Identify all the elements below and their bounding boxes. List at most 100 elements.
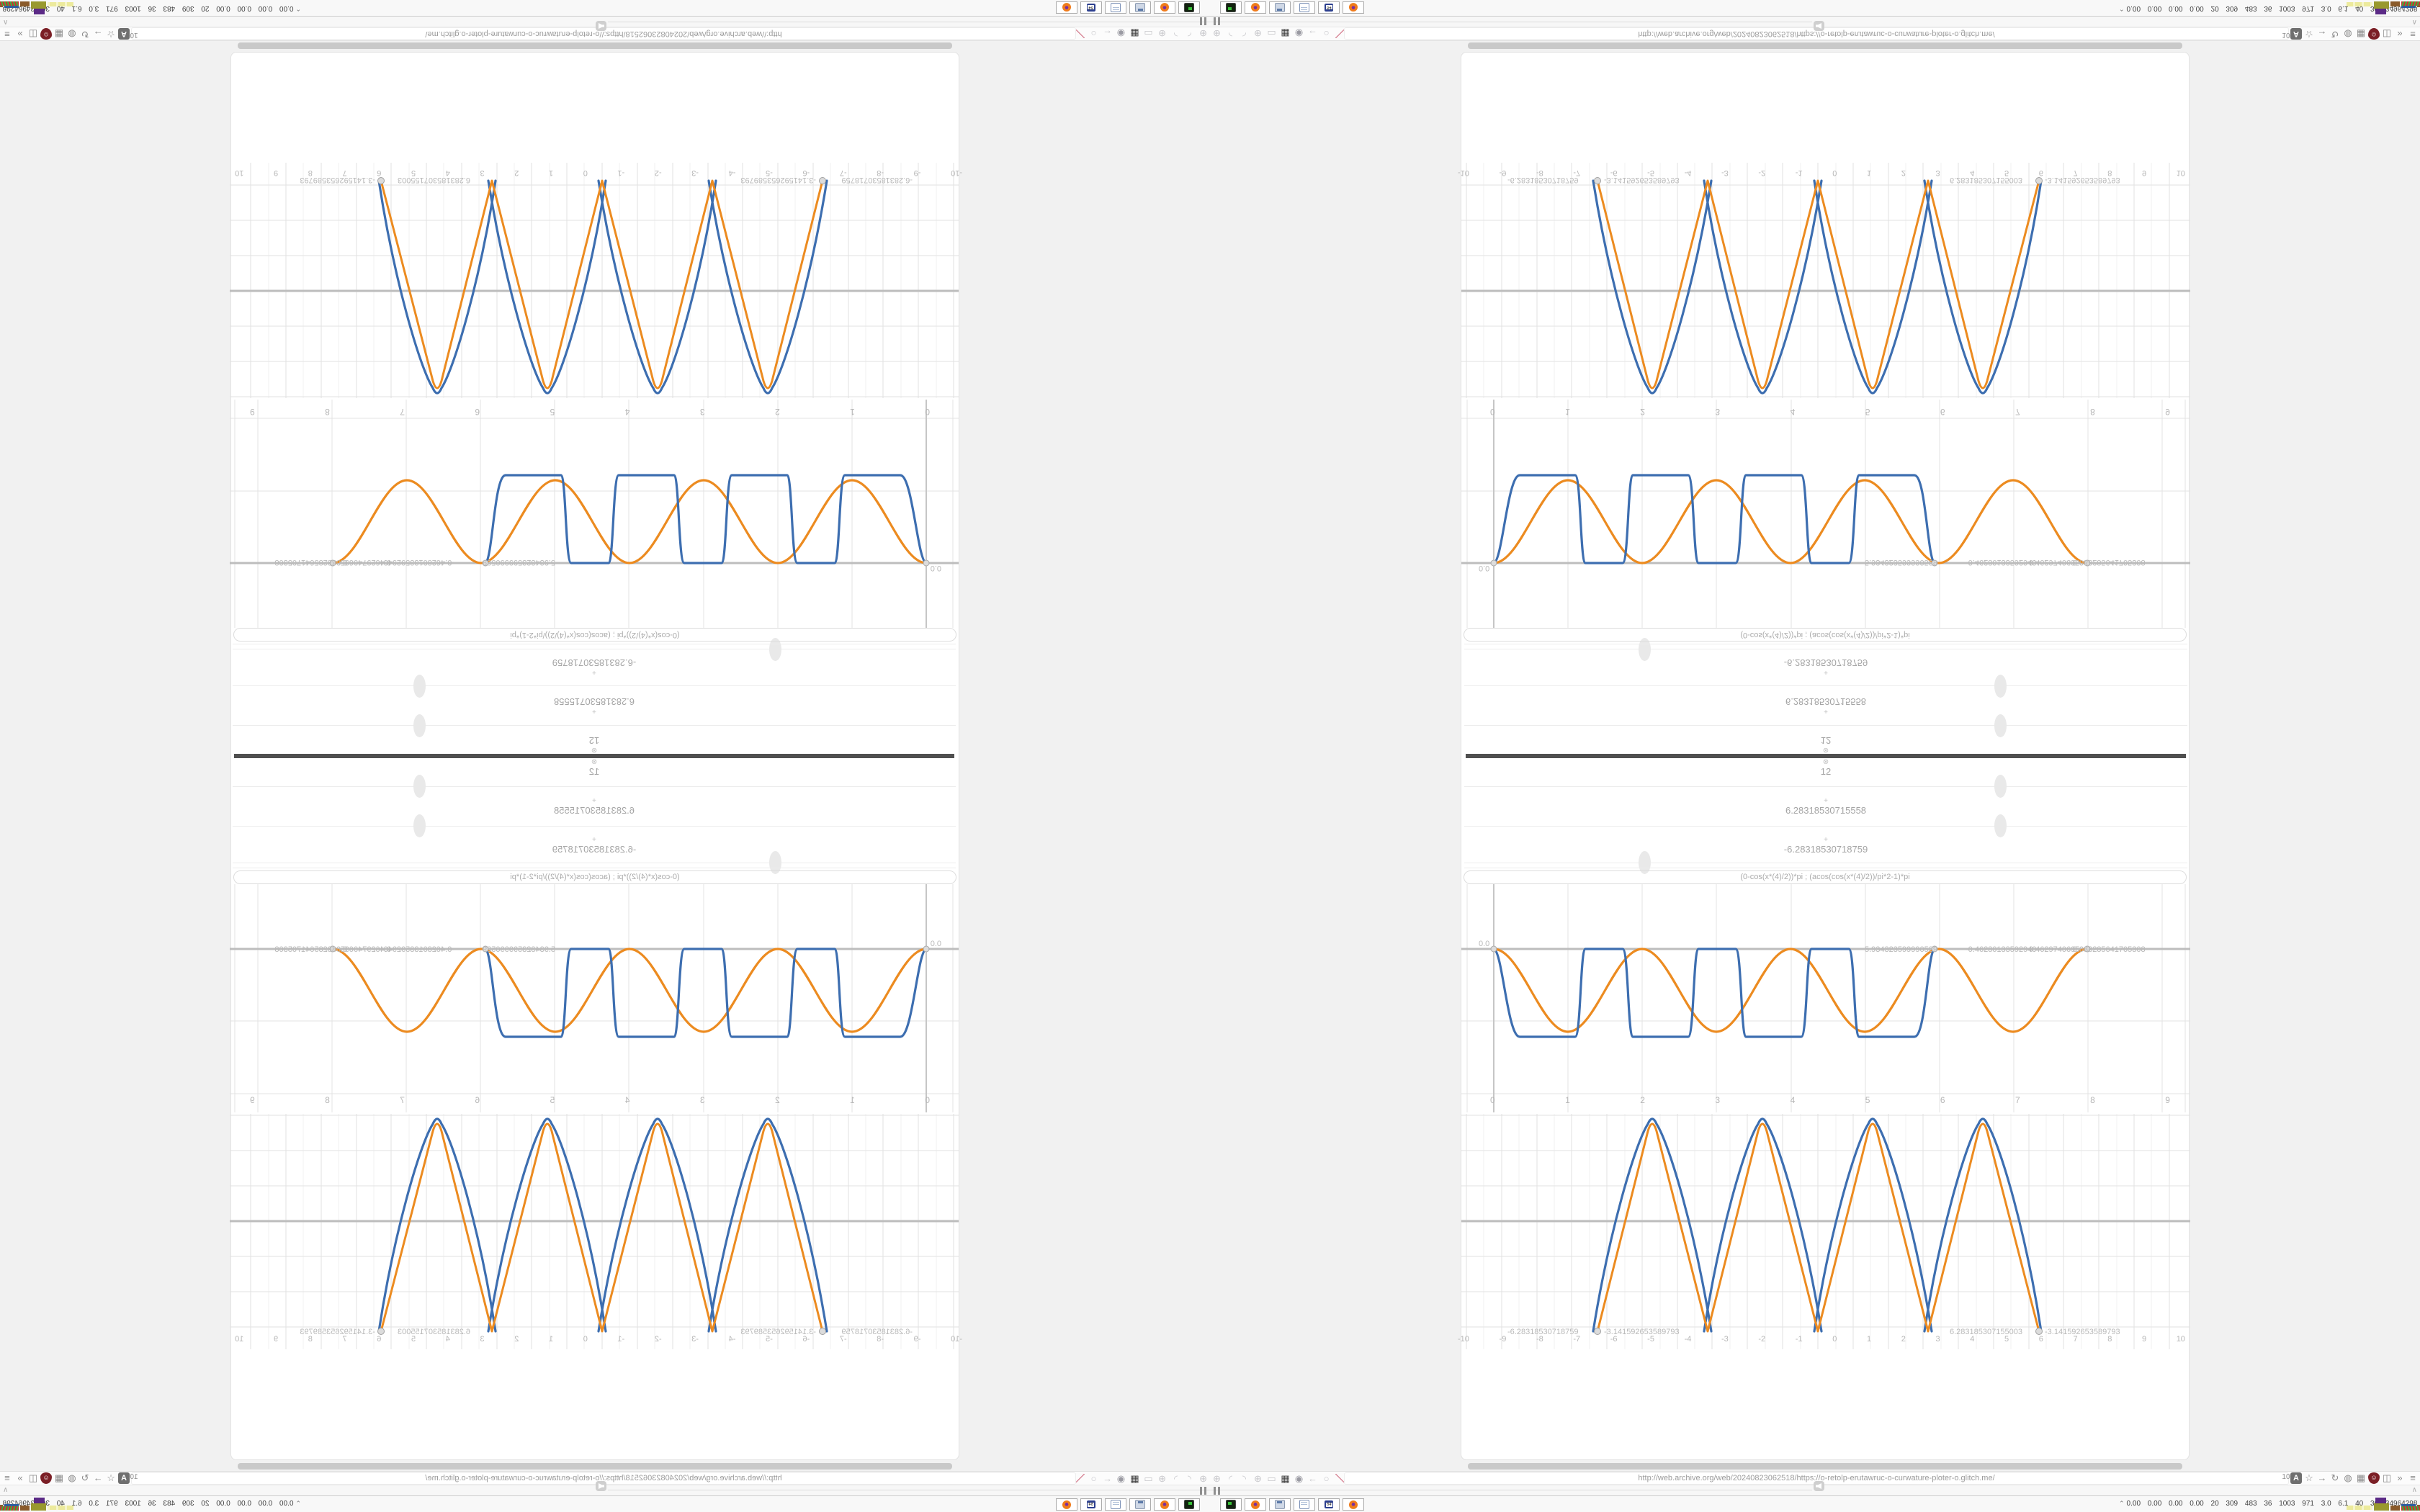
slider-value[interactable]: -6.28318530718759 [1783, 657, 1868, 668]
taskbar-app-firefox[interactable] [1245, 1, 1266, 14]
text-size-icon[interactable]: A [2290, 28, 2302, 40]
taskbar-app-firefox2[interactable] [1343, 1498, 1364, 1511]
slider-value[interactable]: -6.28318530718759 [1783, 844, 1868, 855]
overflow-chevrons-icon[interactable]: » [17, 1472, 23, 1483]
badge-shield-icon[interactable]: ◉ [1294, 1473, 1304, 1484]
taskbar-app-firefox[interactable] [1245, 1498, 1266, 1511]
origin-point[interactable] [923, 945, 930, 953]
globe-icon[interactable]: ⊕ [1158, 1473, 1166, 1484]
history-forward-circle-icon[interactable]: ◝ [1173, 1473, 1178, 1484]
puzzle-extension-icon[interactable]: ◫ [2382, 29, 2392, 40]
forward-arrow-icon[interactable]: → [2317, 29, 2327, 40]
back-arrow-icon[interactable]: ← [1103, 1473, 1112, 1484]
blocked-icon[interactable] [1075, 28, 1085, 39]
globe-icon[interactable]: ⊕ [1199, 28, 1207, 39]
collapse-chevron-icon[interactable]: ∧ [2411, 1486, 2417, 1494]
horizontal-scrollbar[interactable] [238, 42, 952, 49]
folder-icon[interactable]: ▭ [1267, 28, 1276, 39]
endpoint-marker[interactable] [819, 1328, 826, 1335]
trash-icon[interactable]: ▦ [54, 29, 64, 40]
olive-applet-icon[interactable] [31, 1503, 46, 1511]
security-shield-icon[interactable]: ☺ [40, 28, 52, 40]
forward-arrow-icon[interactable]: → [93, 1472, 103, 1483]
globe-icon[interactable]: ◍ [2344, 1472, 2352, 1483]
slider-value[interactable]: -6.28318530718759 [552, 844, 637, 855]
net-graph-icon[interactable] [2401, 1506, 2420, 1511]
globe-icon[interactable]: ◍ [2344, 29, 2352, 40]
folder-icon[interactable]: ▭ [1267, 1473, 1276, 1484]
history-back-circle-icon[interactable]: ◜ [1187, 1473, 1192, 1484]
yellow-meter-icon[interactable] [48, 1506, 73, 1510]
shield-outline-icon[interactable]: ○ [1090, 28, 1097, 39]
taskbar-app-firefox[interactable] [1154, 1, 1175, 14]
slider-value[interactable]: 6.28318530715558 [553, 805, 635, 816]
tab-mute-icon[interactable] [1814, 21, 1824, 31]
collapse-chevron-icon[interactable]: ∧ [3, 18, 9, 26]
taskbar-app-notepad[interactable] [1294, 1498, 1315, 1511]
history-back-circle-icon[interactable]: ◜ [1228, 28, 1233, 39]
purple-applet-icon[interactable] [2375, 9, 2386, 14]
olive-applet-icon[interactable] [2374, 1, 2389, 9]
trash-icon[interactable]: ▦ [1281, 1473, 1290, 1484]
taskbar-app-notepad[interactable] [1105, 1498, 1126, 1511]
media-pause-icon[interactable] [1214, 1487, 1221, 1495]
slider-value[interactable]: 12 [588, 735, 600, 746]
menu-hamburger-icon[interactable]: ≡ [4, 29, 10, 40]
puzzle-extension-icon[interactable]: ◫ [2382, 1472, 2392, 1483]
bookmark-star-icon[interactable]: ☆ [107, 29, 115, 40]
slider-knob[interactable] [1994, 675, 2007, 698]
reload-icon[interactable]: ↻ [81, 29, 89, 40]
text-size-icon[interactable]: A [2290, 1472, 2302, 1484]
endpoint-marker[interactable] [2035, 1328, 2043, 1335]
formula-input[interactable]: (0-cos(x*(4)/2))*pi ; (acos(cos(x*(4)/2)… [233, 870, 956, 884]
back-arrow-icon[interactable]: ← [1308, 28, 1317, 39]
puzzle-extension-icon[interactable]: ◫ [28, 29, 38, 40]
tab-mute-icon[interactable] [596, 1481, 606, 1491]
globe-icon[interactable]: ⊕ [1254, 1473, 1262, 1484]
badge-shield-icon[interactable]: ◉ [1294, 28, 1304, 39]
media-pause-icon[interactable] [1199, 17, 1206, 25]
trash-icon[interactable]: ▦ [54, 1472, 64, 1483]
net-graph-icon[interactable] [2401, 1, 2420, 6]
origin-point[interactable] [1490, 559, 1497, 567]
formula-input[interactable]: (0-cos(x*(4)/2))*pi ; (acos(cos(x*(4)/2)… [233, 628, 956, 642]
slider-value[interactable]: 6.28318530715558 [1785, 696, 1867, 707]
tab-mute-icon[interactable] [1814, 1481, 1824, 1491]
shield-outline-icon[interactable]: ○ [1323, 28, 1330, 39]
taskbar-app-calculator[interactable] [1269, 1498, 1291, 1511]
slider-value[interactable]: 12 [588, 766, 600, 777]
taskbar-app-terminal[interactable] [1178, 1, 1200, 14]
history-forward-circle-icon[interactable]: ◝ [1242, 28, 1247, 39]
globe-icon[interactable]: ◍ [68, 1472, 76, 1483]
slider-value[interactable]: 6.28318530715558 [1785, 805, 1867, 816]
yellow-meter-icon[interactable] [2347, 2, 2372, 6]
menu-hamburger-icon[interactable]: ≡ [2410, 1472, 2416, 1483]
taskbar-app-calculator[interactable] [1129, 1498, 1151, 1511]
badge-shield-icon[interactable]: ◉ [1116, 1473, 1126, 1484]
taskbar-app-terminal[interactable] [1178, 1498, 1200, 1511]
history-forward-circle-icon[interactable]: ◝ [1173, 28, 1178, 39]
history-back-circle-icon[interactable]: ◜ [1228, 1473, 1233, 1484]
collapse-chevron-icon[interactable]: ∧ [3, 1486, 9, 1494]
tab-mute-icon[interactable] [596, 21, 606, 31]
formula-input[interactable]: (0-cos(x*(4)/2))*pi ; (acos(cos(x*(4)/2)… [1464, 870, 2187, 884]
reload-icon[interactable]: ↻ [81, 1472, 89, 1483]
taskbar-app-floppy[interactable]: 64 [1318, 1, 1340, 14]
olive-applet-icon[interactable] [2374, 1503, 2389, 1511]
trash-icon[interactable]: ▦ [1130, 1473, 1139, 1484]
bookmark-star-icon[interactable]: ☆ [107, 1472, 115, 1483]
brown-applet-icon[interactable] [2390, 1506, 2400, 1511]
taskbar-app-calculator[interactable] [1269, 1, 1291, 14]
yellow-meter-icon[interactable] [48, 2, 73, 6]
net-graph-icon[interactable] [0, 1506, 19, 1511]
origin-point[interactable] [923, 559, 930, 567]
overflow-chevrons-icon[interactable]: » [17, 29, 23, 40]
globe-icon[interactable]: ⊕ [1254, 28, 1262, 39]
endpoint-marker[interactable] [1594, 1328, 1601, 1335]
taskbar-app-firefox2[interactable] [1056, 1, 1077, 14]
trash-icon[interactable]: ▦ [2356, 29, 2366, 40]
bookmark-star-icon[interactable]: ☆ [2305, 29, 2313, 40]
slider-value[interactable]: -6.28318530718759 [552, 657, 637, 668]
collapse-chevron-icon[interactable]: ∧ [2411, 18, 2417, 26]
taskbar-app-notepad[interactable] [1105, 1, 1126, 14]
